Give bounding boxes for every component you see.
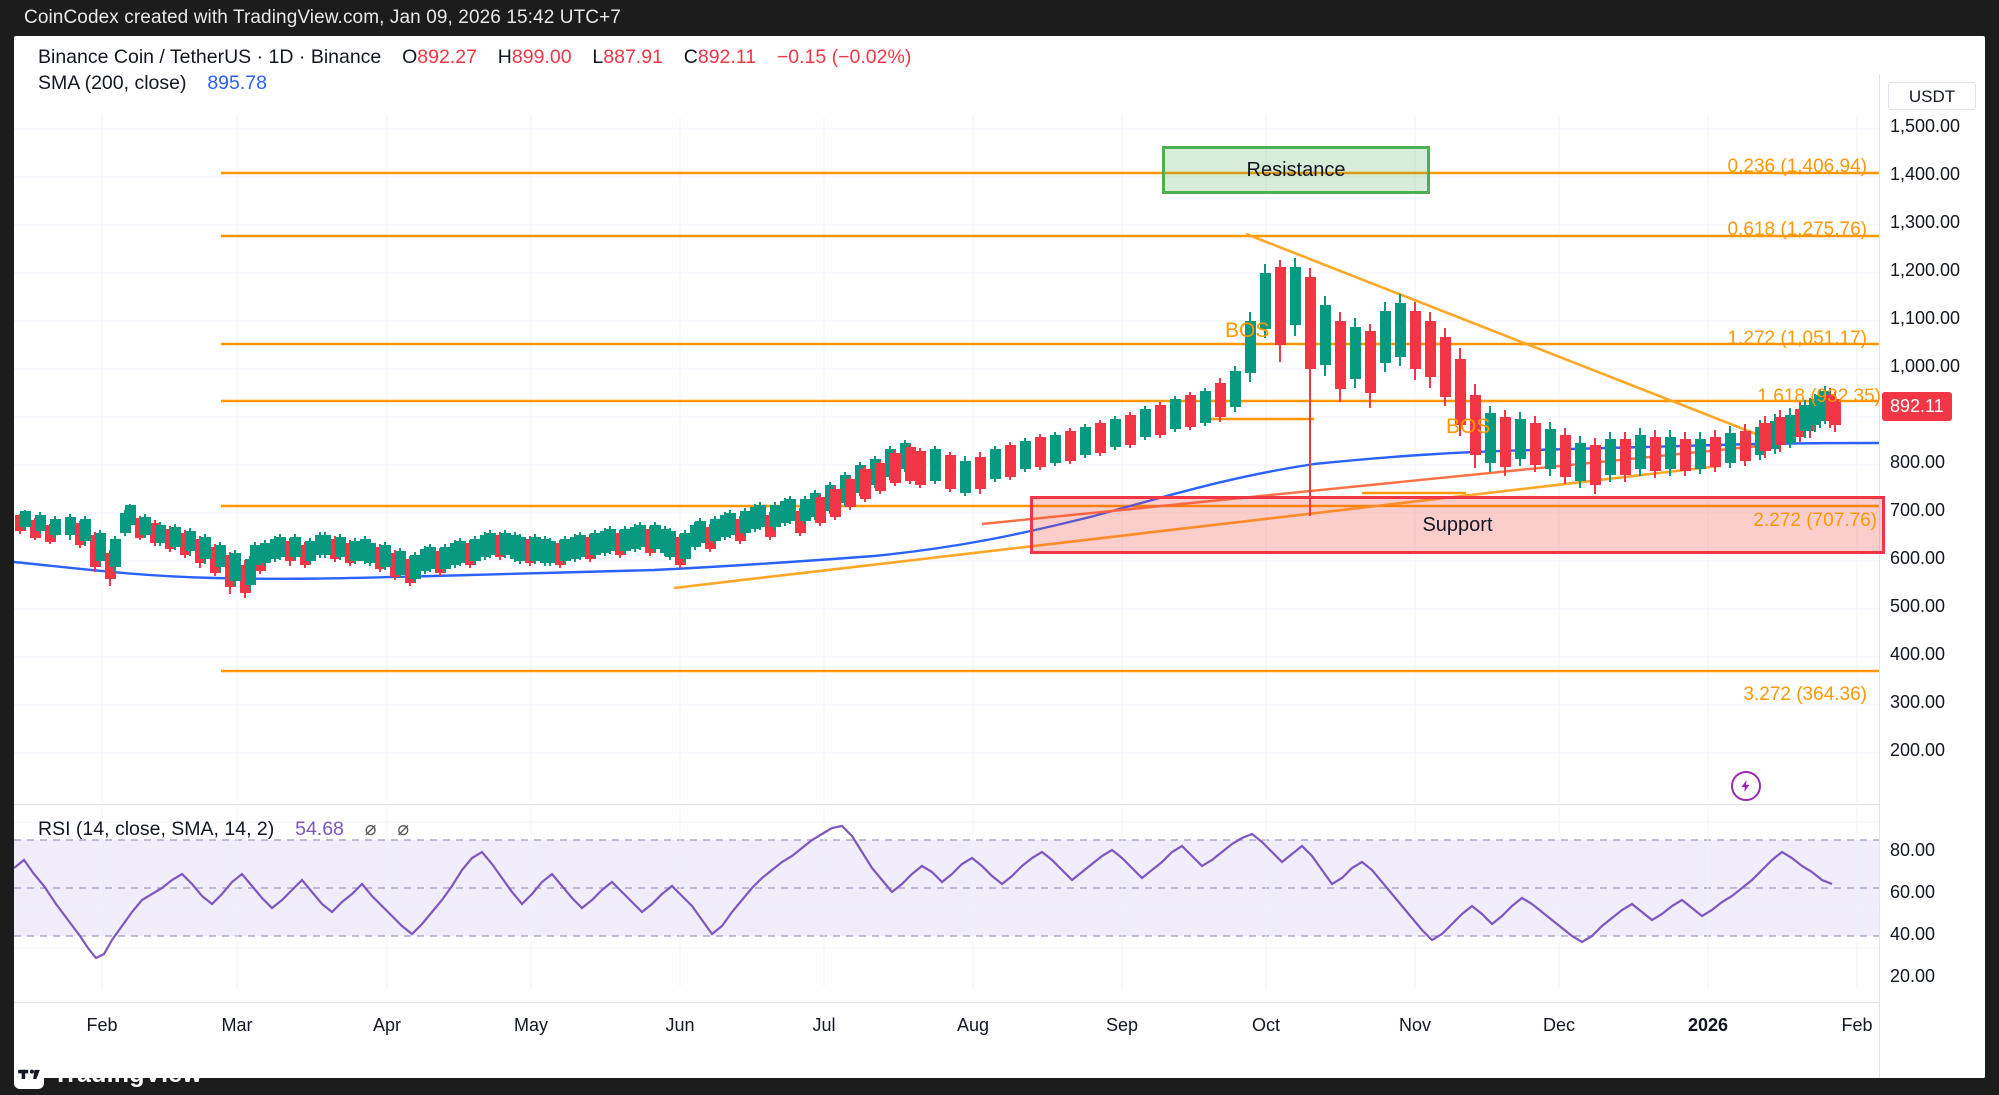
bos-label-2: BOS [1446,415,1491,438]
legend-symbol-row: Binance Coin / TetherUS · 1D · Binance O… [38,46,912,68]
bos-label-1: BOS [1225,319,1270,342]
legend-open-label: O [402,46,418,68]
time-axis[interactable]: Feb Mar Apr May Jun Jul Aug Sep Oct Nov … [14,1002,1879,1042]
time-tick-10: Dec [1542,1015,1576,1035]
price-tick-4: 1,100.00 [1890,308,1961,328]
rsi-line [14,824,1833,960]
rsi-tick-1: 60.00 [1890,882,1936,902]
legend-sma-value: 895.78 [207,72,267,94]
rsi-tick-3: 20.00 [1890,966,1936,986]
rsi-pane[interactable] [14,808,1879,988]
support-label: Support [1422,513,1493,536]
fib-label-1: 0.618 (1,275.76) [1727,219,1867,240]
legend-change: −0.15 (−0.02%) [776,46,912,68]
fib-label-2: 1.272 (1,051.17) [1727,328,1867,349]
fib-label-5: 3.272 (364.36) [1743,684,1867,705]
price-tick-5: 1,000.00 [1890,356,1961,376]
fib-label-4: 2.272 (707.76) [1753,510,1877,531]
price-tick-0: 1,500.00 [1890,116,1961,136]
bolt-glyph [1741,780,1750,792]
price-pane[interactable] [14,116,1879,802]
rsi-tick-0: 80.00 [1890,840,1936,860]
price-tick-9: 600.00 [1890,548,1946,568]
price-tick-11: 400.00 [1890,644,1946,664]
rsi-gridlines [14,821,1879,949]
chart-legend: Binance Coin / TetherUS · 1D · Binance O… [14,36,911,97]
time-tick-2: Apr [372,1015,402,1035]
time-tick-11: 2026 [1687,1015,1729,1035]
legend-exchange: Binance [310,46,382,68]
support-zone[interactable]: Support [1030,496,1885,554]
price-tick-12: 300.00 [1890,692,1946,712]
current-price-tag: 892.11 [1882,392,1952,421]
price-axis-unit[interactable]: USDT [1888,82,1976,110]
bos-marker-lines [1206,417,1466,495]
rsi-chart-svg [14,808,1879,988]
time-tick-7: Sep [1105,1015,1139,1035]
fib-label-3: 1.618 (932.35) [1757,386,1881,407]
alert-bolt-icon[interactable] [1731,771,1761,801]
legend-open-value: 892.27 [417,46,477,68]
price-tick-10: 500.00 [1890,596,1946,616]
legend-sma-row: SMA (200, close) 895.78 [38,70,911,97]
price-gridlines [14,128,1879,754]
descending-trendline [1245,232,1775,443]
price-axis[interactable]: USDT 1,500.00 1,400.00 1,300.00 1,200.00… [1879,74,1985,1078]
rsi-vgridlines [101,808,1858,988]
pane-divider [14,804,1985,805]
fib-levels [221,171,1879,673]
tradingview-logo-icon [14,1059,44,1089]
time-tick-12: Feb [1841,1015,1873,1035]
resistance-label: Resistance [1246,158,1346,181]
fib-label-0: 0.236 (1,406.94) [1727,156,1867,177]
price-tick-7: 800.00 [1890,452,1946,472]
time-tick-1: Mar [221,1015,253,1035]
price-vgridlines [101,116,1858,802]
attribution-text: CoinCodex created with TradingView.com, … [24,7,621,28]
legend-high-label: H [497,46,512,68]
tradingview-brand: TradingView [14,1059,202,1089]
ascending-trendline-1 [673,464,1720,590]
resistance-zone[interactable]: Resistance [1162,146,1430,194]
time-tick-9: Nov [1398,1015,1432,1035]
price-tick-8: 700.00 [1890,500,1946,520]
candlestick-series [15,258,1841,598]
time-tick-5: Jul [812,1015,836,1035]
price-tick-3: 1,200.00 [1890,260,1961,280]
legend-close-label: C [683,46,698,68]
time-tick-0: Feb [86,1015,118,1035]
legend-low-value: 887.91 [603,46,663,68]
legend-high-value: 899.00 [511,46,572,68]
chart-board[interactable]: Binance Coin / TetherUS · 1D · Binance O… [14,36,1985,1078]
rsi-tick-2: 40.00 [1890,924,1936,944]
price-tick-2: 1,300.00 [1890,212,1961,232]
time-tick-6: Aug [956,1015,990,1035]
legend-interval[interactable]: 1D [268,46,294,68]
legend-symbol[interactable]: Binance Coin / TetherUS [38,46,252,68]
legend-sma-label[interactable]: SMA (200, close) [38,72,187,94]
legend-low-label: L [592,46,604,68]
price-tick-1: 1,400.00 [1890,164,1961,184]
time-tick-8: Oct [1251,1015,1281,1035]
legend-close-value: 892.11 [697,46,757,68]
price-tick-13: 200.00 [1890,740,1946,760]
price-chart-svg [14,116,1879,802]
time-tick-3: May [513,1015,549,1035]
tradingview-brand-text: TradingView [53,1059,203,1088]
rsi-band-fill [14,840,1879,936]
time-tick-4: Jun [665,1015,695,1035]
